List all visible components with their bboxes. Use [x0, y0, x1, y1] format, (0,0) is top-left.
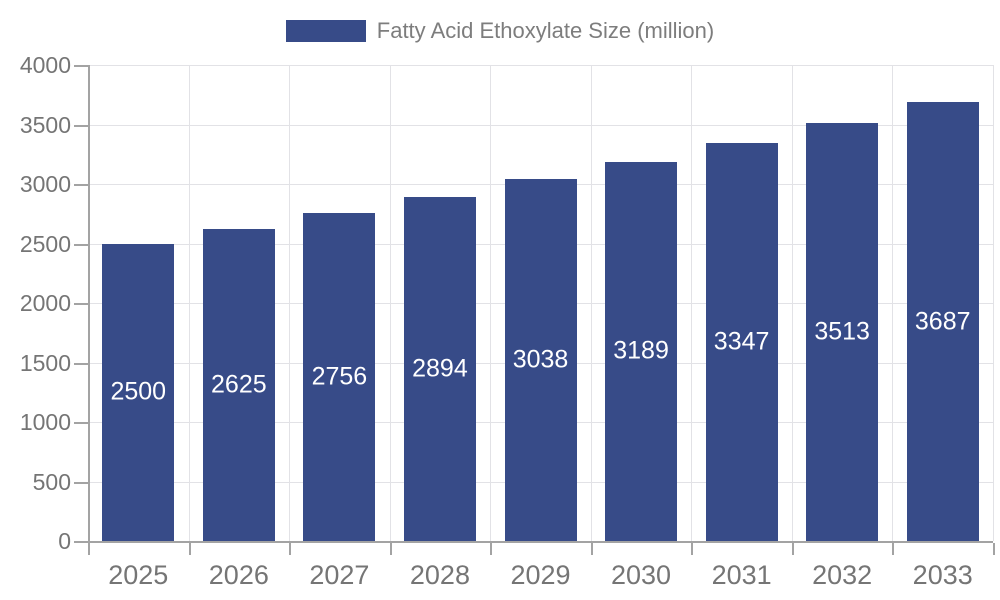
bar-value-label: 3687	[914, 307, 971, 336]
bar: 3687	[906, 102, 979, 541]
bar-value-label: 2500	[110, 377, 167, 406]
bar-value-label: 2756	[311, 362, 368, 391]
bar-value-label: 3038	[512, 345, 569, 374]
x-tick-label: 2027	[309, 560, 370, 590]
bar-value-label: 2625	[211, 370, 267, 399]
bar: 3189	[605, 161, 678, 541]
x-tick-label: 2025	[108, 560, 169, 590]
y-tick-label: 3000	[19, 171, 71, 197]
v-gridline	[490, 65, 492, 541]
x-tick	[389, 543, 392, 555]
y-axis-line	[88, 65, 90, 541]
y-tick	[74, 243, 88, 246]
y-tick	[74, 184, 88, 186]
legend-label: Fatty Acid Ethoxylate Size (million)	[376, 18, 715, 43]
y-tick	[74, 362, 88, 365]
bar: 3513	[806, 122, 879, 541]
bar: 3347	[705, 142, 778, 541]
v-gridline	[188, 65, 190, 541]
bar-value-label: 3347	[713, 327, 770, 356]
v-gridline	[791, 65, 793, 541]
h-gridline	[88, 124, 993, 126]
legend[interactable]: Fatty Acid Ethoxylate Size (million)	[0, 16, 1000, 46]
y-tick-label: 3500	[19, 111, 71, 138]
h-gridline	[88, 65, 993, 66]
x-tick	[691, 543, 694, 555]
x-tick	[791, 543, 794, 555]
bar-value-label: 3513	[814, 317, 870, 346]
x-tick	[188, 543, 191, 555]
v-gridline	[691, 65, 693, 541]
x-tick	[88, 543, 90, 555]
x-tick-label: 2029	[510, 560, 571, 590]
y-tick	[74, 124, 88, 127]
x-axis-line	[88, 541, 993, 543]
y-tick-label: 0	[58, 528, 71, 554]
bar-value-label: 2894	[412, 354, 468, 383]
bar: 2894	[403, 196, 476, 541]
legend-swatch	[285, 20, 366, 42]
y-tick	[74, 303, 88, 305]
x-tick	[590, 543, 593, 555]
x-tick-label: 2033	[912, 560, 973, 590]
bar: 3038	[504, 179, 577, 541]
y-tick-label: 500	[32, 468, 71, 495]
v-gridline	[892, 65, 894, 541]
x-tick-label: 2030	[611, 560, 672, 590]
v-gridline	[590, 65, 592, 541]
y-tick-label: 1000	[19, 409, 71, 435]
v-gridline	[389, 65, 391, 541]
x-tick	[289, 543, 292, 555]
y-tick	[74, 422, 88, 424]
v-gridline	[993, 65, 994, 541]
y-tick-label: 2500	[19, 230, 71, 257]
x-tick-label: 2028	[409, 560, 470, 590]
bar: 2756	[303, 213, 376, 541]
bar-value-label: 3189	[613, 336, 669, 365]
y-tick-label: 4000	[19, 52, 71, 78]
y-tick	[74, 541, 88, 543]
x-tick	[490, 543, 493, 555]
v-gridline	[289, 65, 291, 541]
y-tick	[74, 481, 88, 484]
x-tick	[892, 543, 895, 555]
y-tick	[74, 65, 88, 67]
x-tick-label: 2032	[812, 560, 873, 590]
x-tick-label: 2031	[711, 560, 772, 590]
bar: 2625	[202, 228, 275, 541]
y-tick-label: 1500	[19, 349, 71, 376]
y-tick-label: 2000	[19, 290, 71, 316]
x-tick	[993, 543, 995, 555]
x-tick-label: 2026	[208, 560, 269, 590]
bar: 2500	[102, 243, 175, 541]
